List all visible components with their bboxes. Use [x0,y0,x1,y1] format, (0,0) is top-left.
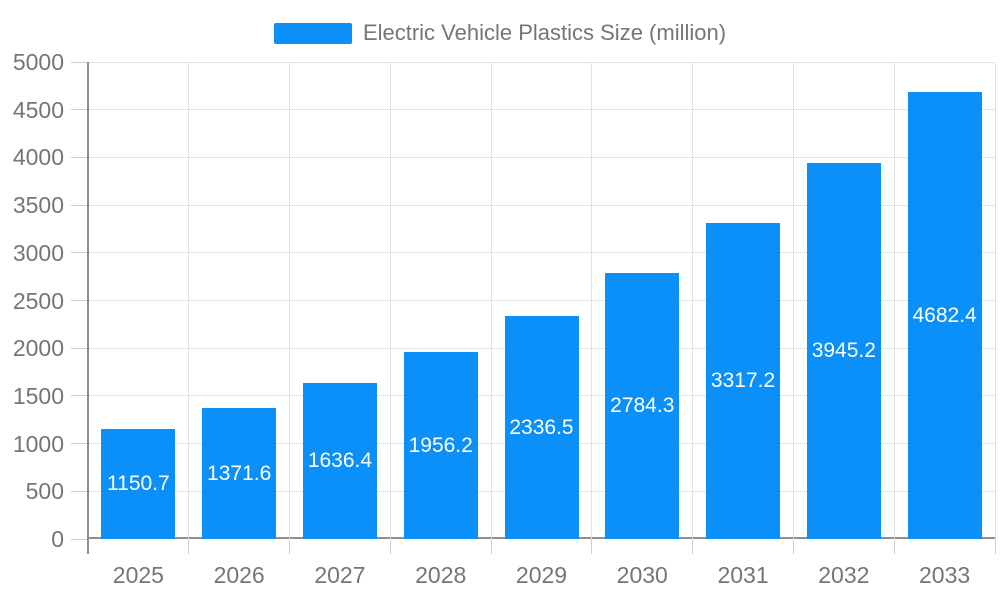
x-tick [289,539,291,554]
grid-line-v [692,62,694,539]
y-tick [71,156,88,158]
x-tick [389,539,391,554]
bar-2026[interactable]: 1371.6 [202,408,277,539]
y-axis-label: 4000 [12,144,64,171]
y-axis-label: 1500 [12,382,64,409]
y-tick [71,204,88,206]
grid-line-v [994,62,996,539]
x-axis-label: 2031 [717,562,769,588]
x-axis-label: 2033 [919,562,971,588]
y-axis-label: 1000 [12,430,64,457]
x-axis-label: 2028 [415,562,467,588]
bar-2030[interactable]: 2784.3 [605,273,680,539]
y-tick [71,61,88,63]
x-axis-label: 2029 [515,562,568,588]
y-tick [71,109,88,111]
bar-2029[interactable]: 2336.5 [504,316,579,539]
x-tick [792,539,794,554]
x-axis-label: 2026 [213,562,265,588]
x-tick [188,539,190,554]
grid-line-v [893,62,895,539]
bar-2031[interactable]: 3317.2 [706,222,781,539]
legend-label: Electric Vehicle Plastics Size (million) [362,20,727,45]
bar-value-label: 3317.2 [710,368,776,392]
y-axis-label: 0 [51,526,64,552]
x-axis-label: 2027 [314,562,366,588]
x-tick [893,539,895,554]
x-axis-label: 2032 [818,562,870,588]
x-axis-label: 2025 [112,562,164,588]
x-tick [994,539,996,554]
y-axis-label: 500 [25,478,64,505]
y-tick [71,490,88,492]
bar-2025[interactable]: 1150.7 [101,429,176,539]
y-tick [71,538,88,540]
y-axis-label: 3500 [12,192,64,219]
plot-area: 1150.7 1371.6 1636.4 1956.2 2336.5 2784.3 3317… [71,61,996,554]
y-tick [71,300,88,301]
bar-2033[interactable]: 4682.4 [907,92,982,539]
bar-2027[interactable]: 1636.4 [302,382,377,539]
x-tick [490,539,492,554]
y-axis-label: 4500 [12,96,64,123]
y-axis-label: 3000 [12,239,64,266]
bar-value-label: 1636.4 [307,448,373,472]
bar-value-label: 3945.2 [811,338,876,362]
legend-swatch[interactable] [273,22,352,44]
x-tick [591,539,593,554]
grid-line-h [88,300,995,301]
x-axis-label: 2030 [616,562,668,588]
bar-value-label: 1956.2 [408,433,473,457]
bar-value-label: 2336.5 [509,415,574,439]
bar-value-label: 4682.4 [912,303,977,327]
y-axis-label: 2500 [12,287,64,314]
bar-2032[interactable]: 3945.2 [806,162,881,539]
y-axis-line [87,62,89,554]
legend[interactable]: Electric Vehicle Plastics Size (million) [0,20,1000,46]
grid-line-h [88,204,995,206]
y-tick [71,347,88,349]
grid-line-h [88,252,995,254]
bar-2028[interactable]: 1956.2 [403,352,478,539]
grid-line-h [88,61,995,63]
grid-line-v [792,62,794,539]
grid-line-h [88,109,995,111]
bar-value-label: 2784.3 [610,394,675,418]
bar-value-label: 1150.7 [107,472,170,496]
grid-line-v [289,62,291,539]
grid-line-v [591,62,593,539]
y-axis-label: 2000 [12,335,64,362]
bar-value-label: 1371.6 [207,461,272,485]
grid-line-v [389,62,391,539]
grid-line-v [188,62,190,539]
y-tick [71,252,88,254]
y-tick [71,443,88,445]
grid-line-v [490,62,492,539]
y-axis-label: 5000 [12,49,64,75]
grid-line-h [88,156,995,158]
y-tick [71,395,88,397]
x-tick [692,539,694,554]
